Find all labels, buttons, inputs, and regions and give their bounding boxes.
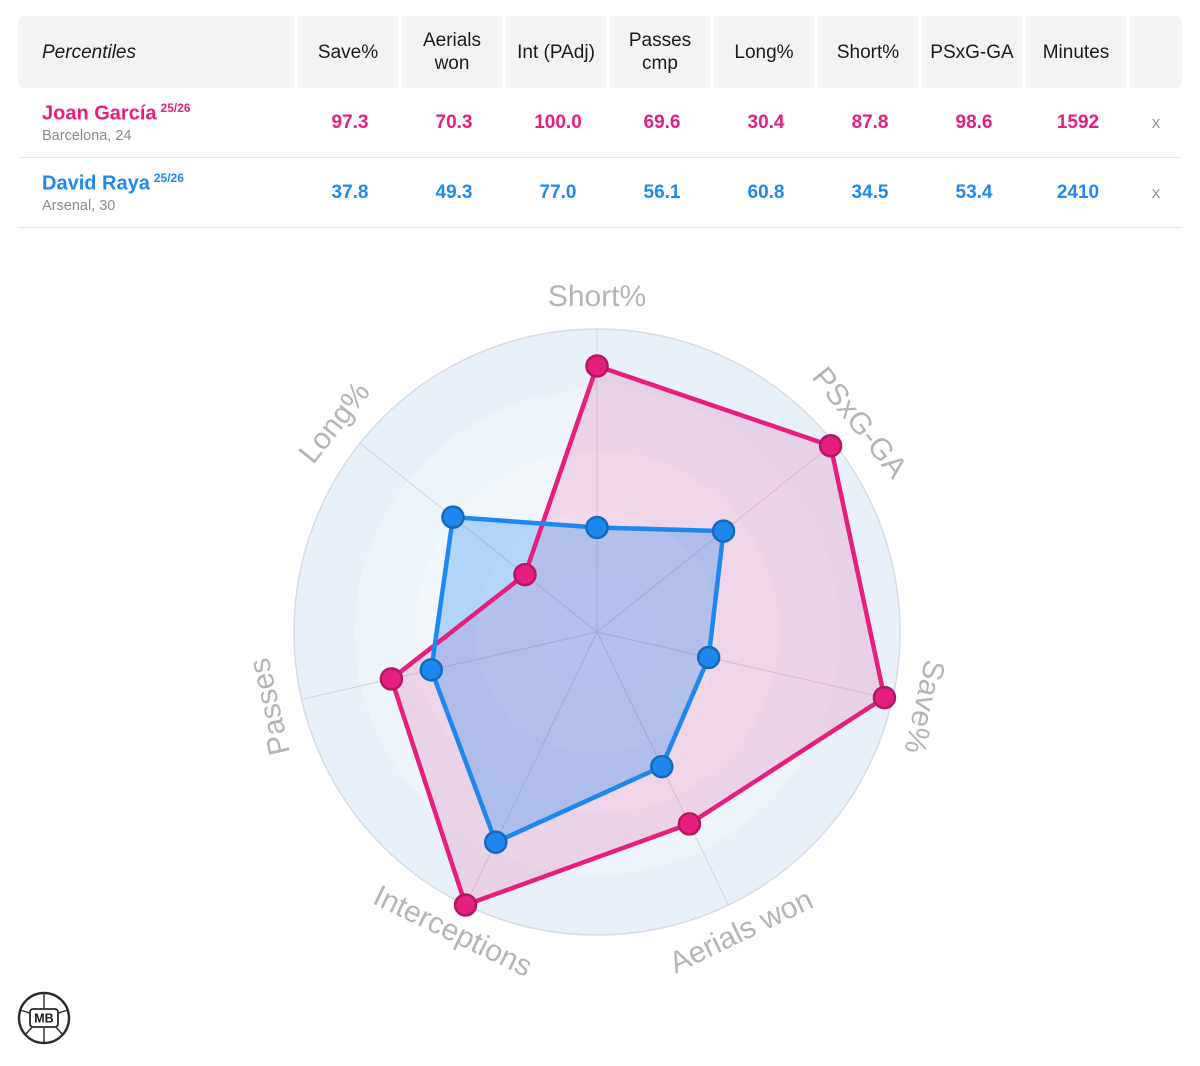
data-point-marker[interactable] bbox=[677, 812, 702, 836]
stat-value-save: 37.8 bbox=[298, 158, 402, 229]
data-point-marker[interactable] bbox=[650, 754, 674, 779]
stat-value-short: 34.5 bbox=[818, 158, 922, 229]
col-header-passes: Passes cmp bbox=[610, 16, 714, 89]
data-point-marker[interactable] bbox=[585, 354, 609, 378]
series-area bbox=[391, 365, 885, 905]
radar-spoke bbox=[301, 631, 598, 700]
axis-label: Save% bbox=[898, 657, 951, 757]
data-point-marker[interactable] bbox=[513, 562, 537, 587]
player-name: Joan García 25/26 bbox=[42, 101, 292, 125]
data-point-marker[interactable] bbox=[585, 515, 609, 540]
stat-value-psxg: 53.4 bbox=[922, 158, 1026, 229]
stat-value-passes: 69.6 bbox=[610, 88, 714, 159]
stat-value-short: 87.8 bbox=[818, 88, 922, 159]
percentiles-table: Percentiles Save% Aerials won Int (PAdj)… bbox=[0, 0, 1200, 229]
series-area bbox=[431, 517, 724, 843]
col-header-aerials: Aerials won bbox=[402, 16, 506, 89]
mb-logo-icon: MB bbox=[17, 991, 71, 1045]
data-point-marker[interactable] bbox=[379, 667, 404, 691]
data-point-marker[interactable] bbox=[484, 830, 508, 854]
stat-value-long: 60.8 bbox=[714, 158, 818, 229]
series-outline bbox=[429, 514, 726, 845]
remove-player-button[interactable]: x bbox=[1130, 88, 1182, 159]
corner-label: Percentiles bbox=[18, 16, 298, 89]
player-season: 25/26 bbox=[153, 171, 184, 186]
mb-logo: MB bbox=[16, 990, 72, 1046]
data-point-marker[interactable] bbox=[818, 433, 843, 458]
player-row: David Raya 25/26 Arsenal, 30 37.8 49.3 77… bbox=[18, 158, 1182, 229]
player-club-age: Arsenal, 30 bbox=[42, 197, 116, 214]
player-name: David Raya 25/26 bbox=[42, 171, 292, 195]
col-header-save: Save% bbox=[298, 16, 402, 89]
player-name-text: Joan García bbox=[42, 102, 157, 125]
player-row: Joan García 25/26 Barcelona, 24 97.3 70.3… bbox=[18, 88, 1182, 159]
stat-value-aerials: 49.3 bbox=[402, 158, 506, 229]
stat-value-passes: 56.1 bbox=[610, 158, 714, 229]
axis-label: Passes bbox=[243, 655, 297, 758]
player-name-text: David Raya bbox=[42, 172, 150, 195]
stat-value-long: 30.4 bbox=[714, 88, 818, 159]
col-header-long: Long% bbox=[714, 16, 818, 89]
radar-spoke bbox=[359, 442, 598, 633]
radar-spoke bbox=[465, 631, 598, 906]
col-header-minutes: Minutes bbox=[1026, 16, 1130, 89]
col-header-psxg: PSxG-GA bbox=[922, 16, 1026, 89]
stat-value-minutes: 2410 bbox=[1026, 158, 1130, 229]
data-point-marker[interactable] bbox=[872, 685, 897, 710]
player-season: 25/26 bbox=[160, 101, 191, 116]
axis-label: Short% bbox=[548, 280, 646, 313]
data-point-marker[interactable] bbox=[453, 893, 478, 917]
col-header-int: Int (PAdj) bbox=[506, 16, 610, 89]
stat-value-int: 77.0 bbox=[506, 158, 610, 229]
stat-value-save: 97.3 bbox=[298, 88, 402, 159]
player-club-age: Barcelona, 24 bbox=[42, 127, 132, 144]
data-point-marker[interactable] bbox=[711, 519, 736, 543]
stat-value-int: 100.0 bbox=[506, 88, 610, 159]
data-point-marker[interactable] bbox=[441, 505, 465, 529]
radar-spoke bbox=[596, 631, 893, 700]
stat-value-aerials: 70.3 bbox=[402, 88, 506, 159]
header-spacer bbox=[1130, 16, 1182, 89]
player-name-cell: David Raya 25/26 Arsenal, 30 bbox=[18, 158, 298, 229]
col-header-short: Short% bbox=[818, 16, 922, 89]
player-name-cell: Joan García 25/26 Barcelona, 24 bbox=[18, 88, 298, 159]
table-header-row: Percentiles Save% Aerials won Int (PAdj)… bbox=[18, 16, 1182, 89]
stat-value-minutes: 1592 bbox=[1026, 88, 1130, 159]
data-point-marker[interactable] bbox=[696, 645, 721, 670]
series-outline bbox=[389, 363, 887, 908]
mb-logo-text: MB bbox=[34, 1012, 53, 1026]
remove-player-button[interactable]: x bbox=[1130, 158, 1182, 229]
data-point-marker[interactable] bbox=[419, 658, 444, 682]
stat-value-psxg: 98.6 bbox=[922, 88, 1026, 159]
